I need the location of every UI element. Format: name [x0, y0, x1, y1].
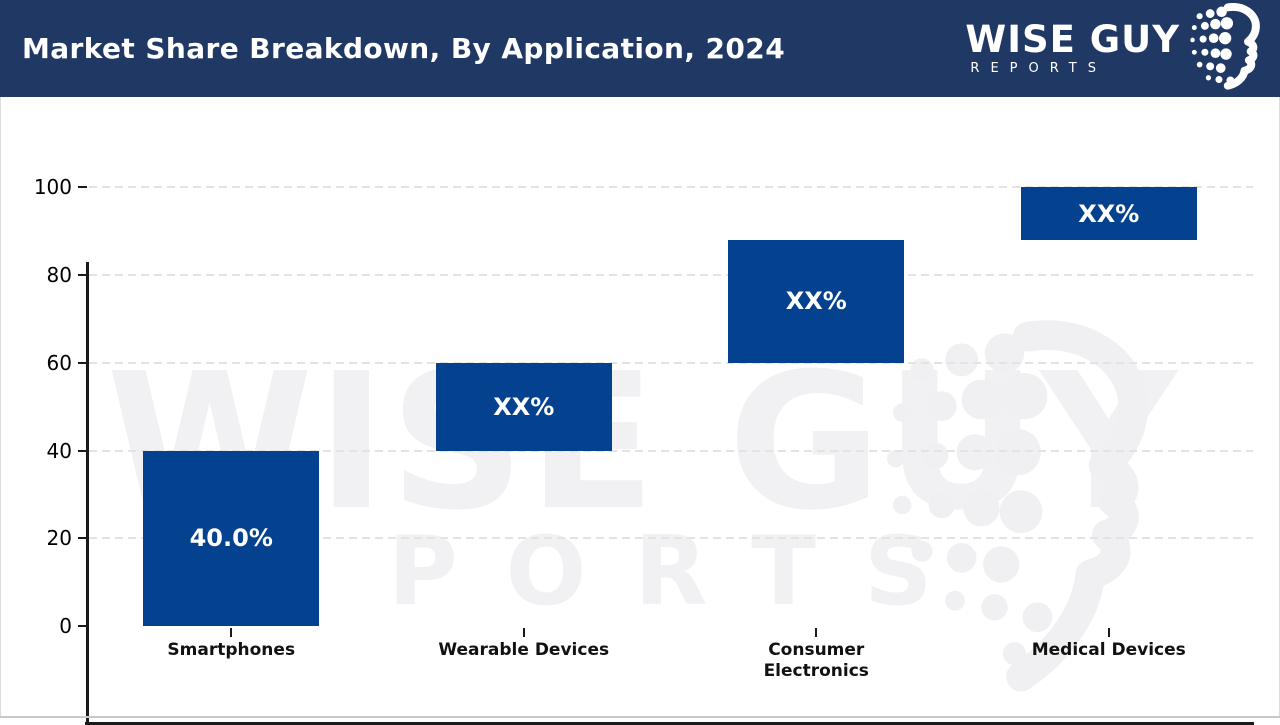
y-tick-mark-100 [78, 186, 87, 189]
y-tick-mark-60 [78, 361, 87, 364]
y-tick-mark-80 [78, 274, 87, 276]
y-tick-label-80: 80 [46, 263, 72, 287]
bar-value-label-smartphones: 40.0% [189, 524, 273, 553]
wise-guy-logo: WISE GUY REPORTS [965, 2, 1270, 95]
gridline-y-60 [89, 361, 1253, 364]
left-edge-rule [0, 97, 1, 718]
y-tick-mark-0 [78, 625, 87, 627]
y-tick-label-60: 60 [46, 350, 72, 375]
x-tick-label-wearable-devices: Wearable Devices [438, 640, 610, 660]
bar-wearable-devices: XX% [435, 362, 612, 451]
bar-value-label-consumer-electronics: XX% [785, 287, 847, 316]
logo-text: WISE GUY REPORTS [965, 21, 1180, 76]
x-tick-mark-smartphones [230, 628, 233, 637]
bar-smartphones: 40.0% [143, 450, 320, 626]
bar-consumer-electronics: XX% [728, 239, 905, 363]
watermark-sub-text: PORTS [388, 517, 981, 627]
logo-sub-text: REPORTS [970, 61, 1108, 76]
x-tick-mark-consumer-electronics [815, 628, 818, 637]
gridline-y-80 [89, 274, 1253, 276]
y-tick-mark-40 [78, 449, 87, 452]
x-tick-mark-medical-devices [1107, 628, 1110, 637]
gridline-y-100 [89, 186, 1253, 189]
gridline-y-40 [89, 449, 1253, 452]
gridline-y-20 [89, 537, 1253, 540]
x-tick-mark-wearable-devices [522, 628, 525, 637]
x-tick-label-medical-devices: Medical Devices [1031, 640, 1186, 660]
x-tick-label-smartphones: Smartphones [167, 640, 296, 660]
y-tick-label-100: 100 [33, 175, 72, 200]
y-tick-mark-20 [78, 537, 87, 540]
bar-medical-devices: XX% [1020, 187, 1197, 240]
header-bar: Market Share Breakdown, By Application, … [0, 0, 1280, 97]
face-profile-icon [1182, 2, 1270, 95]
y-tick-label-20: 20 [46, 526, 72, 551]
logo-brand-text: WISE GUY [965, 18, 1180, 61]
bar-value-label-wearable-devices: XX% [493, 392, 555, 421]
y-tick-label-40: 40 [46, 438, 72, 463]
y-tick-label-0: 0 [59, 614, 72, 638]
x-tick-label-consumer-electronics: Consumer Electronics [763, 640, 869, 681]
bottom-rule [0, 716, 1280, 718]
y-axis-spine [86, 262, 89, 725]
chart-canvas: WISE GUY PORTS 0 20 40 60 80 100 40.0% Smartpho… [0, 97, 1280, 725]
page-title: Market Share Breakdown, By Application, … [22, 32, 786, 65]
bar-value-label-medical-devices: XX% [1078, 199, 1140, 228]
